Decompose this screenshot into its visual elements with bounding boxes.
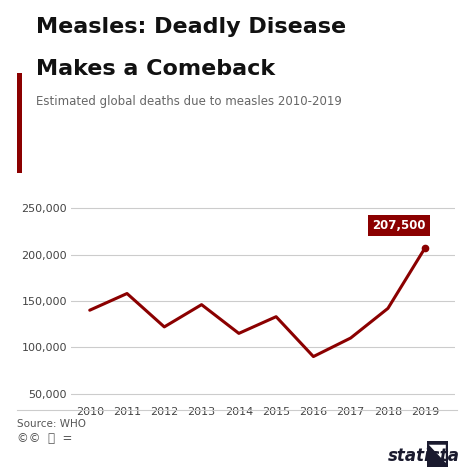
Text: Source: WHO: Source: WHO [17,419,86,429]
Text: Measles: Deadly Disease: Measles: Deadly Disease [36,17,346,36]
Text: statista: statista [388,447,460,465]
Text: 207,500: 207,500 [373,219,426,232]
Text: Makes a Comeback: Makes a Comeback [36,59,274,79]
Text: ©©  ⓘ  =: ©© ⓘ = [17,432,72,445]
Text: Estimated global deaths due to measles 2010-2019: Estimated global deaths due to measles 2… [36,95,341,108]
Polygon shape [428,445,446,463]
